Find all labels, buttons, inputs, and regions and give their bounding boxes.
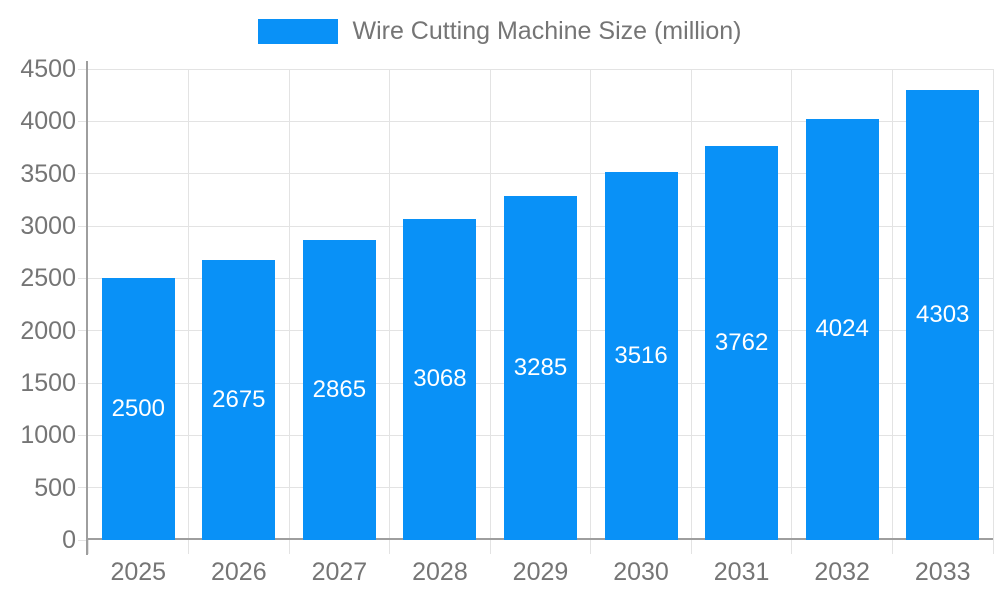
legend-label: Wire Cutting Machine Size (million) (352, 16, 742, 45)
x-axis-label: 2033 (914, 558, 971, 586)
x-axis-tick (288, 540, 290, 554)
x-axis-label: 2031 (713, 558, 770, 586)
x-axis-label: 2029 (512, 558, 569, 586)
bar[interactable]: 3285 (504, 196, 577, 540)
x-axis-tick (188, 540, 190, 554)
x-axis-tick (791, 540, 793, 554)
x-axis-tick (389, 540, 391, 554)
y-axis-label: 1500 (20, 369, 76, 397)
y-axis-line (86, 61, 88, 555)
y-axis-label: 2500 (20, 264, 76, 293)
bar[interactable]: 3068 (403, 218, 477, 540)
plot-area: 0 500 1000 1500 2000 2500 3000 3500 4000 4500 2500… (20, 55, 994, 586)
x-axis-tick (690, 540, 692, 554)
bar-value-label: 3285 (513, 354, 568, 382)
x-axis-label: 2028 (412, 558, 468, 586)
gridline-vertical (188, 69, 190, 540)
gridline-vertical (288, 69, 290, 540)
legend-swatch (258, 18, 339, 44)
legend-item[interactable]: Wire Cutting Machine Size (million) (258, 16, 742, 45)
x-axis-label: 2027 (311, 558, 368, 586)
gridline-vertical (891, 69, 893, 540)
bar-value-label: 2500 (111, 395, 165, 423)
bar-value-label: 4303 (916, 300, 970, 328)
y-axis-label: 3000 (20, 212, 76, 240)
bar-value-label: 3516 (614, 342, 668, 369)
bar[interactable]: 2865 (302, 240, 376, 540)
bar-value-label: 2675 (212, 386, 266, 414)
y-axis-label: 3500 (20, 159, 76, 188)
x-axis-label: 2032 (814, 558, 870, 586)
gridline-vertical (992, 69, 994, 540)
gridline-vertical (489, 69, 491, 540)
bar[interactable]: 3516 (604, 172, 678, 540)
bar[interactable]: 2500 (101, 278, 175, 540)
x-axis-label: 2030 (613, 558, 669, 586)
bar[interactable]: 4303 (906, 89, 980, 540)
bar-value-label: 3762 (714, 329, 769, 357)
x-axis-label: 2025 (110, 558, 167, 586)
gridline-vertical (690, 69, 692, 540)
bar[interactable]: 4024 (805, 118, 879, 540)
gridline-horizontal (88, 68, 993, 70)
bar[interactable]: 2675 (202, 260, 276, 540)
bar-value-label: 3068 (413, 365, 467, 393)
bar[interactable]: 3762 (705, 146, 779, 540)
gridline-vertical (590, 69, 592, 540)
y-axis-label: 4500 (20, 55, 76, 83)
bar-value-label: 4024 (815, 315, 869, 343)
x-axis-tick (590, 540, 592, 554)
y-axis-label: 500 (34, 473, 76, 502)
y-axis-label: 1000 (20, 421, 76, 450)
y-axis-label: 4000 (20, 107, 76, 136)
gridline-vertical (791, 69, 793, 540)
y-axis-label: 0 (62, 526, 76, 554)
x-axis-tick (891, 540, 893, 554)
gridline-vertical (389, 69, 391, 540)
x-axis-tick (992, 540, 994, 554)
x-axis-tick (489, 540, 491, 554)
x-axis-label: 2026 (211, 558, 267, 586)
y-axis-label: 2000 (20, 316, 76, 345)
chart-legend: Wire Cutting Machine Size (million) (0, 14, 1000, 48)
bar-value-label: 2865 (312, 376, 367, 404)
